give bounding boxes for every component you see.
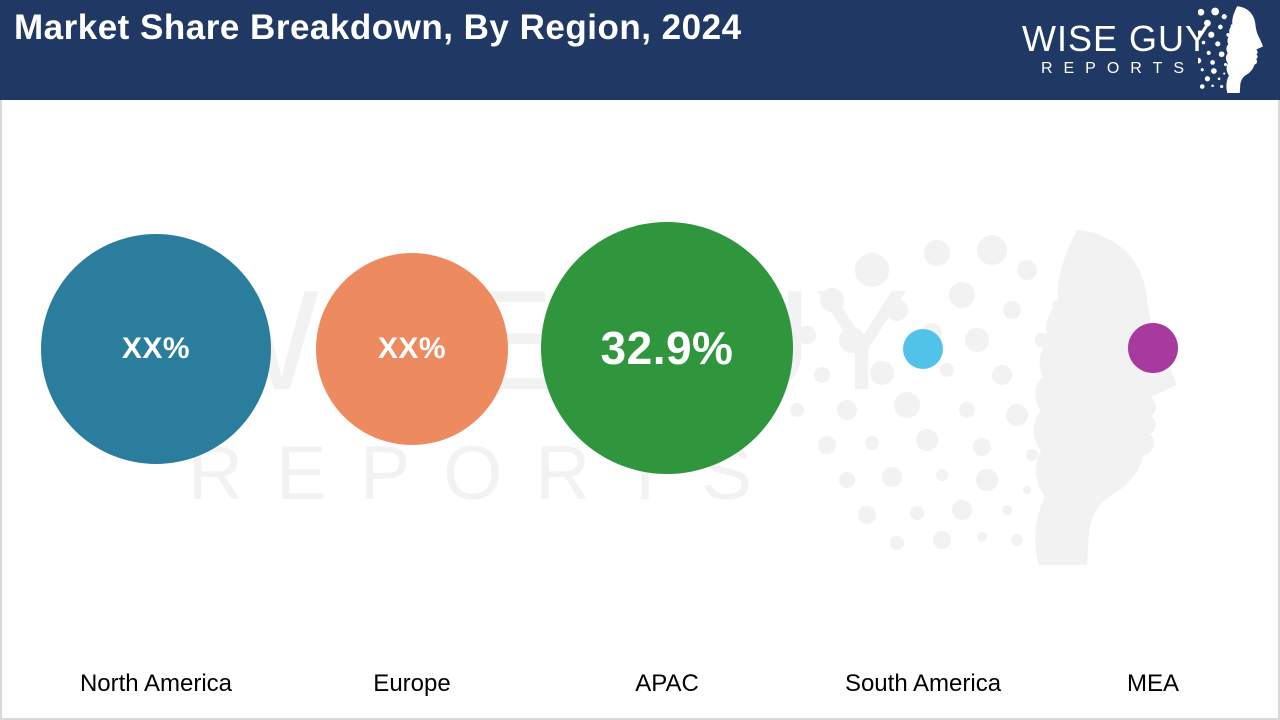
bubble-item: XX% Europe: [2, 100, 1278, 718]
bubble-value-label: XX%: [121, 332, 191, 365]
brand-face-icon: [1198, 6, 1264, 93]
bubble-series: XX% North America XX% Europe 32.9% APAC: [2, 100, 1278, 718]
region-bubble: [903, 329, 943, 369]
page-title: Market Share Breakdown, By Region, 2024: [14, 8, 742, 47]
bubble-item: 32.9% APAC: [2, 100, 1278, 718]
brand-logo: WISE GUY REPORTS: [1022, 5, 1266, 93]
region-label: MEA: [1126, 670, 1180, 697]
bubble-item: XX% North America: [2, 100, 1278, 718]
chart-area: WISE GUY REPORTS XX% North America XX% E…: [0, 100, 1280, 720]
region-bubble: 32.9%: [541, 222, 793, 474]
region-bubble: [1128, 323, 1178, 373]
region-label: North America: [79, 670, 233, 697]
region-label: Europe: [373, 670, 451, 697]
bubble-value-label: 32.9%: [600, 322, 734, 374]
brand-name: WISE GUY: [1021, 18, 1210, 59]
brand-subtitle: REPORTS: [1040, 60, 1196, 77]
region-bubble: XX%: [41, 234, 271, 464]
region-bubble: XX%: [316, 253, 508, 445]
bubble-item: MEA: [2, 100, 1278, 718]
bubble-value-label: XX%: [377, 332, 447, 365]
header-bar: Market Share Breakdown, By Region, 2024 …: [0, 0, 1280, 100]
region-label: South America: [844, 670, 1002, 697]
region-label: APAC: [635, 670, 699, 697]
brand-logo-text: WISE GUY REPORTS: [1022, 21, 1210, 77]
bubble-item: South America: [2, 100, 1278, 718]
